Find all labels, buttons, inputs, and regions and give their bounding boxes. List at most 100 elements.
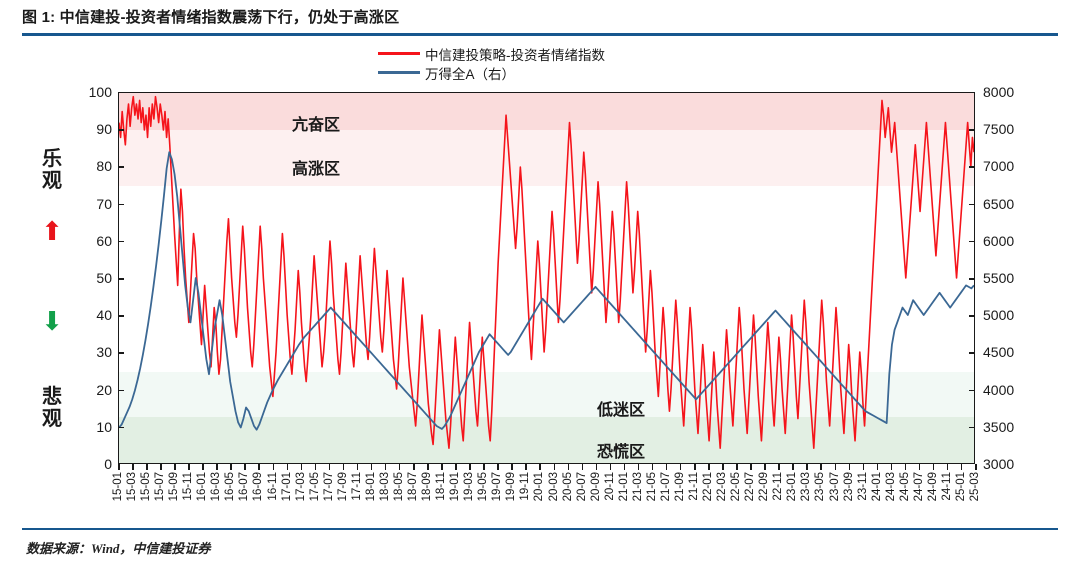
x-tick-label-18-05: 18-05 (392, 472, 405, 502)
series-line-wind-all-a (119, 151, 974, 431)
x-tick-label-22-01: 22-01 (702, 472, 715, 502)
x-tick-label-19-03: 19-03 (463, 472, 476, 502)
x-tick-mark (497, 464, 499, 470)
x-tick-mark (553, 464, 556, 470)
x-tick-mark (820, 464, 822, 470)
y-tick-right-7000: 7000 (983, 158, 1015, 175)
y-tick-right-8000: 8000 (983, 84, 1015, 100)
x-tick-label-15-07: 15-07 (154, 472, 167, 502)
x-tick-mark (946, 464, 949, 470)
x-tick-mark (202, 464, 204, 470)
x-tick-label-19-09: 19-09 (505, 472, 518, 502)
x-tick-label-15-05: 15-05 (140, 472, 153, 502)
x-tick-mark (750, 464, 752, 470)
x-tick-mark (455, 464, 457, 470)
x-tick-label-19-01: 19-01 (449, 472, 462, 502)
x-tick-label-15-01: 15-01 (112, 472, 124, 502)
x-tick-label-21-05: 21-05 (645, 472, 658, 502)
y-tick-mark-left (118, 278, 124, 280)
x-tick-mark (483, 464, 485, 470)
x-tick-label-19-07: 19-07 (491, 472, 504, 502)
x-tick-mark (118, 464, 120, 470)
x-tick-label-17-01: 17-01 (280, 472, 293, 502)
x-tick-mark (300, 464, 303, 470)
y-tick-mark-left (118, 203, 124, 206)
band-0 (119, 93, 974, 131)
x-tick-mark (174, 464, 176, 470)
x-tick-mark (918, 464, 921, 470)
band-label-low: 低迷区 (597, 402, 646, 419)
x-tick-mark (160, 464, 162, 470)
band-label-excited: 亢奋区 (292, 117, 341, 134)
x-tick-mark (834, 464, 836, 470)
y-tick-right-6500: 6500 (983, 195, 1015, 212)
y-tick-left-90: 90 (96, 121, 112, 138)
legend-swatch-blue (378, 71, 420, 74)
x-tick-mark (623, 464, 626, 470)
footer-divider (22, 528, 1058, 530)
band-3 (119, 416, 974, 463)
x-tick-label-21-03: 21-03 (631, 472, 644, 502)
legend-swatch-red (378, 52, 420, 55)
sentiment-label-pessimistic: 悲观 (38, 386, 66, 431)
x-tick-label-23-01: 23-01 (786, 472, 799, 502)
x-tick-mark (427, 464, 429, 470)
x-tick-mark (651, 464, 654, 470)
x-tick-label-25-01: 25-01 (954, 472, 967, 502)
x-tick-mark (525, 464, 527, 470)
y-tick-left-70: 70 (96, 195, 112, 212)
x-tick-mark (216, 464, 218, 470)
x-tick-label-17-03: 17-03 (294, 472, 307, 502)
x-tick-mark (328, 464, 331, 470)
x-tick-mark (694, 464, 696, 470)
y-tick-left-0: 0 (104, 456, 112, 472)
x-tick-label-18-09: 18-09 (421, 472, 434, 502)
y-tick-mark-left (118, 352, 124, 354)
x-tick-label-24-05: 24-05 (898, 472, 911, 502)
x-tick-mark (890, 464, 893, 470)
x-tick-mark (609, 464, 612, 470)
y-tick-left-30: 30 (96, 344, 112, 361)
x-tick-label-15-09: 15-09 (168, 472, 181, 502)
legend-item-wind-all-a: 万得全A（右） (378, 63, 605, 82)
y-tick-mark-right (969, 240, 975, 243)
x-tick-mark (736, 464, 738, 470)
y-tick-mark-left (118, 389, 124, 392)
x-tick-mark (272, 464, 275, 470)
legend-item-sentiment-index: 中信建投策略-投资者情绪指数 (378, 44, 605, 63)
x-tick-label-23-03: 23-03 (800, 472, 813, 502)
x-tick-label-18-03: 18-03 (378, 472, 391, 502)
legend-label-wind-all-a: 万得全A（右） (425, 66, 516, 82)
x-tick-label-22-05: 22-05 (730, 472, 743, 502)
x-tick-label-17-05: 17-05 (308, 472, 321, 502)
x-axis: 15-01 15-03 15-05 15-07 15-09 15-11 16-01 16-03… (112, 464, 981, 524)
x-tick-mark (665, 464, 668, 470)
y-tick-mark-left (118, 315, 124, 317)
x-tick-label-22-07: 22-07 (744, 472, 757, 502)
x-tick-label-17-09: 17-09 (336, 472, 349, 502)
x-tick-mark (258, 464, 260, 470)
x-tick-label-24-03: 24-03 (884, 472, 897, 502)
x-tick-label-24-11: 24-11 (940, 472, 953, 501)
down-arrow-icon: ⬇ (41, 306, 63, 336)
x-tick-label-23-05: 23-05 (814, 472, 827, 502)
y-axis-left: 0 10 20 30 40 50 60 70 80 90 100 (68, 84, 112, 472)
y-tick-left-60: 60 (96, 232, 112, 249)
y-tick-mark-right (969, 166, 975, 168)
x-tick-mark (848, 464, 851, 470)
legend-label-sentiment-index: 中信建投策略-投资者情绪指数 (425, 47, 605, 63)
y-tick-left-80: 80 (96, 158, 112, 175)
x-tick-label-23-07: 23-07 (828, 472, 841, 502)
x-tick-mark (764, 464, 766, 470)
y-tick-left-40: 40 (96, 307, 112, 324)
x-tick-label-22-03: 22-03 (716, 472, 729, 502)
x-tick-label-15-03: 15-03 (126, 472, 139, 502)
x-tick-label-22-09: 22-09 (758, 472, 771, 502)
band-1 (119, 130, 974, 186)
x-tick-mark (862, 464, 865, 470)
x-tick-label-25-03: 25-03 (969, 472, 981, 502)
x-tick-mark (637, 464, 640, 470)
x-tick-label-16-11: 16-11 (266, 472, 279, 501)
y-tick-left-50: 50 (96, 270, 112, 286)
y-tick-mark-right (969, 389, 975, 392)
